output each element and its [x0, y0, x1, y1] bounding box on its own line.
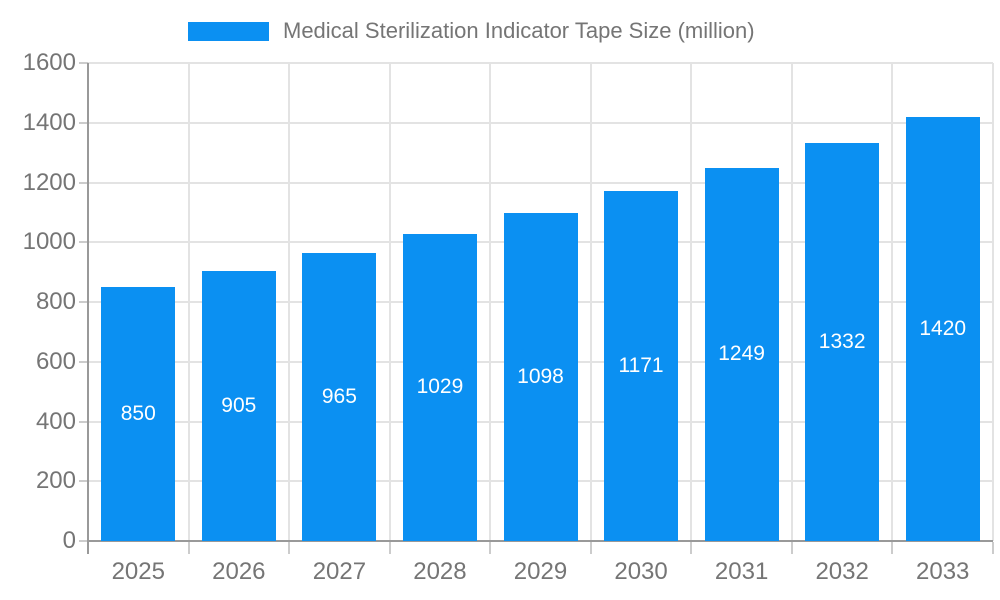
- bar-value-label: 1098: [517, 364, 564, 388]
- chart-title: Medical Sterilization Indicator Tape Siz…: [283, 18, 755, 43]
- x-axis-tick-label: 2030: [614, 558, 668, 585]
- y-axis-tick-label: 1000: [22, 228, 76, 256]
- bar: [302, 252, 377, 541]
- x-axis-tick: [288, 542, 291, 554]
- x-axis-tick: [489, 542, 492, 554]
- y-axis-tick: [79, 360, 88, 363]
- bar: [402, 233, 477, 541]
- gridline-vertical: [187, 63, 190, 541]
- x-axis-tick-label: 2032: [815, 558, 869, 585]
- x-axis-tick: [992, 542, 994, 554]
- y-axis-tick-label: 400: [35, 407, 76, 435]
- y-axis-tick: [79, 181, 88, 184]
- y-axis-tick: [79, 420, 88, 423]
- gridline-horizontal: [88, 62, 993, 64]
- x-axis-tick: [388, 542, 391, 554]
- bar-value-label: 1420: [919, 316, 967, 340]
- legend-swatch: [188, 21, 269, 41]
- gridline-vertical: [589, 63, 592, 541]
- gridline-horizontal: [88, 181, 993, 184]
- bar-value-label: 1029: [416, 375, 464, 399]
- bar-value-label: 1249: [718, 342, 765, 366]
- bar: [503, 212, 578, 541]
- gridline-vertical: [992, 63, 994, 541]
- y-axis-tick: [79, 301, 88, 303]
- x-axis-tick: [690, 542, 693, 554]
- gridline-vertical: [891, 63, 894, 541]
- bar-value-label: 850: [120, 402, 156, 426]
- gridline-horizontal: [88, 121, 993, 124]
- bar: [905, 116, 980, 541]
- bar: [201, 270, 276, 541]
- bar: [704, 167, 779, 541]
- x-axis-line: [87, 540, 993, 542]
- y-axis-tick-label: 1600: [22, 49, 76, 76]
- legend: Medical Sterilization Indicator Tape Siz…: [188, 17, 755, 45]
- x-axis-tick-label: 2029: [513, 558, 568, 585]
- bar: [604, 191, 679, 541]
- x-axis-tick-label: 2031: [714, 558, 769, 585]
- y-axis-tick-label: 0: [62, 527, 76, 554]
- x-axis-tick-label: 2033: [916, 558, 970, 585]
- x-axis-tick-label: 2025: [111, 558, 165, 585]
- bar-value-label: 965: [321, 384, 357, 408]
- y-axis-tick-label: 800: [35, 288, 76, 315]
- bar: [805, 143, 880, 541]
- x-axis-tick-label: 2028: [413, 558, 467, 585]
- gridline-vertical: [790, 63, 793, 541]
- x-axis-tick-label: 2026: [212, 558, 266, 585]
- y-axis-tick: [79, 480, 88, 483]
- y-axis-tick: [79, 241, 88, 244]
- y-axis-tick: [79, 540, 88, 542]
- bar-value-label: 905: [221, 393, 257, 417]
- x-axis-tick: [187, 542, 190, 554]
- bar: [101, 287, 176, 541]
- y-axis-tick-label: 600: [35, 347, 76, 375]
- gridline-vertical: [489, 63, 492, 541]
- x-axis-tick: [790, 542, 793, 554]
- x-axis-tick: [87, 542, 89, 554]
- bar-value-label: 1171: [618, 354, 664, 378]
- gridline-vertical: [288, 63, 291, 541]
- y-axis-tick-label: 1200: [22, 168, 76, 196]
- y-axis-tick-label: 200: [35, 467, 76, 495]
- bar-value-label: 1332: [818, 330, 866, 354]
- y-axis-tick: [79, 62, 88, 64]
- y-axis-tick: [79, 121, 88, 124]
- x-axis-tick-label: 2027: [312, 558, 367, 585]
- y-axis-line: [87, 63, 89, 541]
- gridline-vertical: [388, 63, 391, 541]
- x-axis-tick: [589, 542, 592, 554]
- gridline-vertical: [690, 63, 693, 541]
- x-axis-tick: [891, 542, 894, 554]
- y-axis-tick-label: 1400: [22, 108, 76, 136]
